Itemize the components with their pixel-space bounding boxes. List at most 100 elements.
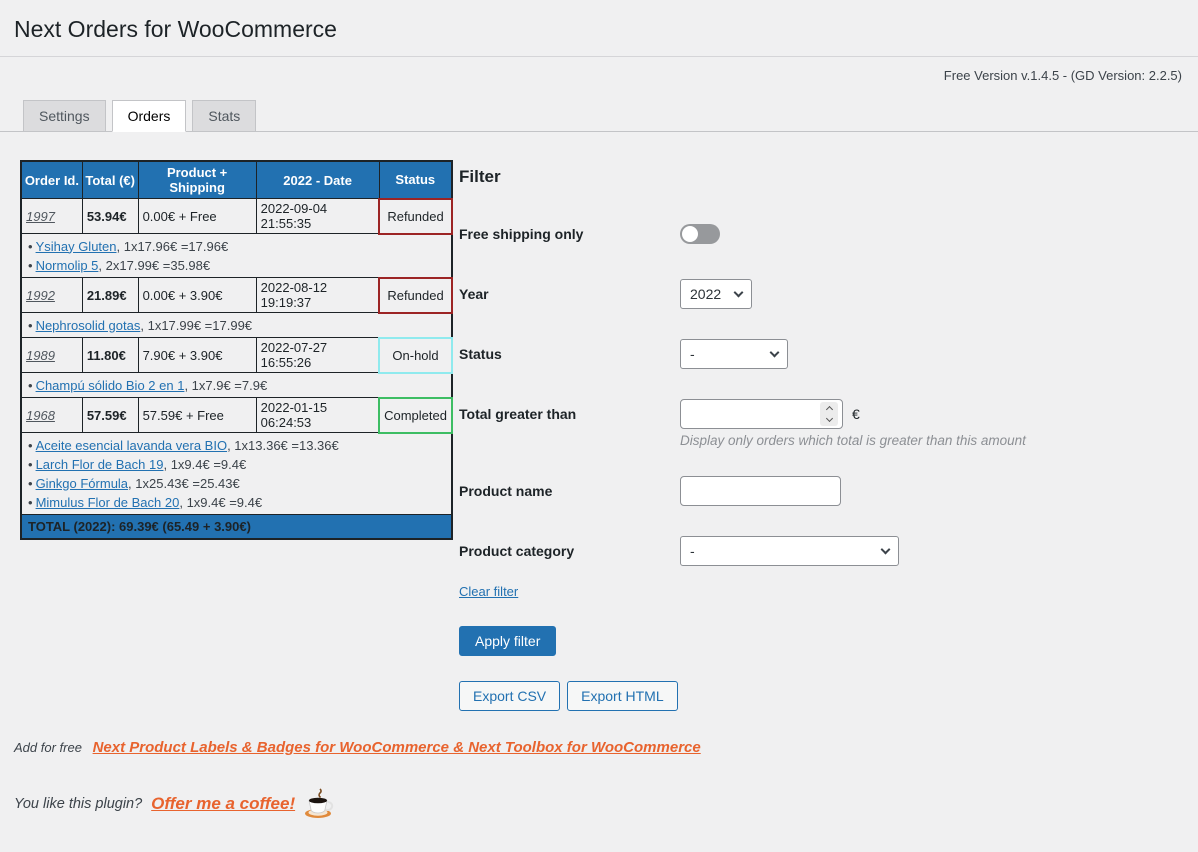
product-detail: , 1x17.96€ =17.96€ xyxy=(116,238,229,254)
bullet-icon: • xyxy=(28,377,33,393)
year-row: Year 2022 xyxy=(459,279,1184,309)
free-shipping-toggle[interactable] xyxy=(680,224,720,244)
product-detail: , 1x17.99€ =17.99€ xyxy=(140,317,253,333)
order-date-cell: 2022-01-15 06:24:53 xyxy=(255,397,380,433)
orders-table-header-row: Order Id. Total (€) Product + Shipping 2022… xyxy=(20,160,453,199)
product-link[interactable]: Champú sólido Bio 2 en 1 xyxy=(35,377,185,393)
order-products-cell: • Nephrosolid gotas, 1x17.99€ =17.99€ xyxy=(20,312,453,338)
order-id-link[interactable]: 1968 xyxy=(26,407,55,423)
tab-settings[interactable]: Settings xyxy=(23,100,106,132)
orders-table: Order Id. Total (€) Product + Shipping 2022… xyxy=(20,160,453,540)
order-products-cell: • Aceite esencial lavanda vera BIO, 1x13.… xyxy=(20,432,453,515)
order-total-cell: 11.80€ xyxy=(81,337,139,373)
title-divider xyxy=(0,56,1198,57)
order-products-row: • Nephrosolid gotas, 1x17.99€ =17.99€ xyxy=(20,312,453,338)
number-stepper-icon[interactable] xyxy=(820,402,838,426)
bullet-icon: • xyxy=(28,456,33,472)
total-greater-input[interactable] xyxy=(680,399,843,429)
order-id-cell: 1989 xyxy=(20,337,83,373)
free-shipping-row: Free shipping only xyxy=(459,219,1184,249)
product-line: • Aceite esencial lavanda vera BIO, 1x13.… xyxy=(28,436,445,455)
order-row: 1989 11.80€ 7.90€ + 3.90€ 2022-07-27 16:55:… xyxy=(20,336,453,374)
chevron-up-icon xyxy=(825,405,833,414)
order-id-cell: 1968 xyxy=(20,397,83,433)
status-row: Status - xyxy=(459,339,1184,369)
clear-filter-row: Clear filter xyxy=(459,584,1184,599)
tab-orders[interactable]: Orders xyxy=(111,100,187,132)
apply-row: Apply filter xyxy=(459,626,1184,656)
product-line: • Champú sólido Bio 2 en 1, 1x7.9€ =7.9€ xyxy=(28,376,445,395)
orders-table-body: 1997 53.94€ 0.00€ + Free 2022-09-04 21:55:3… xyxy=(20,197,453,515)
order-id-link[interactable]: 1989 xyxy=(26,347,55,363)
order-total-cell: 53.94€ xyxy=(81,198,139,234)
product-shipping-cell: 7.90€ + 3.90€ xyxy=(137,337,257,373)
bullet-icon: • xyxy=(28,475,33,491)
column-header: Total (€) xyxy=(81,160,139,199)
status-badge: On-hold xyxy=(378,336,453,374)
order-total-cell: 57.59€ xyxy=(81,397,139,433)
product-link[interactable]: Normolip 5 xyxy=(35,257,99,273)
product-name-input[interactable] xyxy=(680,476,841,506)
tab-stats[interactable]: Stats xyxy=(192,100,257,132)
product-link[interactable]: Mimulus Flor de Bach 20 xyxy=(35,494,180,510)
bullet-icon: • xyxy=(28,317,33,333)
order-total-cell: 21.89€ xyxy=(81,277,139,313)
product-line: • Larch Flor de Bach 19, 1x9.4€ =9.4€ xyxy=(28,455,445,474)
product-detail: , 2x17.99€ =35.98€ xyxy=(98,257,211,273)
clear-filter-link[interactable]: Clear filter xyxy=(459,584,519,599)
filter-heading: Filter xyxy=(459,167,501,186)
product-name-label: Product name xyxy=(459,483,553,499)
version-text: Free Version v.1.4.5 - (GD Version: 2.2.… xyxy=(943,68,1182,83)
currency-suffix: € xyxy=(852,406,860,422)
order-products-row: • Champú sólido Bio 2 en 1, 1x7.9€ =7.9€ xyxy=(20,372,453,398)
apply-filter-button[interactable]: Apply filter xyxy=(459,626,557,656)
product-link[interactable]: Aceite esencial lavanda vera BIO xyxy=(35,437,228,453)
product-category-select[interactable]: - xyxy=(680,536,899,566)
filter-panel: Filter Free shipping only Year 2022 Stat… xyxy=(454,160,1184,711)
order-id-link[interactable]: 1992 xyxy=(26,287,55,303)
order-id-link[interactable]: 1997 xyxy=(26,208,55,224)
grand-total-cell: TOTAL (2022): 69.39€ (65.49 + 3.90€) xyxy=(20,513,453,539)
product-category-row: Product category - xyxy=(459,536,1184,566)
order-products-cell: • Ysihay Gluten, 1x17.96€ =17.96€ • Normoli… xyxy=(20,233,453,278)
status-label: Status xyxy=(459,346,502,362)
page-title: Next Orders for WooCommerce xyxy=(14,16,337,42)
product-link[interactable]: Larch Flor de Bach 19 xyxy=(35,456,164,472)
total-greater-hint: Display only orders which total is great… xyxy=(680,433,1026,448)
order-row: 1968 57.59€ 57.59€ + Free 2022-01-15 06:24:… xyxy=(20,396,453,434)
order-date-cell: 2022-08-12 19:19:37 xyxy=(255,277,380,313)
toggle-knob-icon xyxy=(682,226,698,242)
offer-coffee-link[interactable]: Offer me a coffee! xyxy=(151,794,296,813)
order-id-cell: 1997 xyxy=(20,198,83,234)
product-line: • Nephrosolid gotas, 1x17.99€ =17.99€ xyxy=(28,316,445,335)
product-link[interactable]: Ginkgo Fórmula xyxy=(35,475,129,491)
column-header: Product + Shipping xyxy=(137,160,257,199)
total-greater-label: Total greater than xyxy=(459,406,577,422)
add-free-line: Add for free Next Product Labels & Badge… xyxy=(14,739,1184,756)
product-link[interactable]: Nephrosolid gotas xyxy=(35,317,141,333)
grand-total-row: TOTAL (2022): 69.39€ (65.49 + 3.90€) xyxy=(20,513,453,539)
product-line: • Ginkgo Fórmula, 1x25.43€ =25.43€ xyxy=(28,474,445,493)
bullet-icon: • xyxy=(28,437,33,453)
add-free-link[interactable]: Next Product Labels & Badges for WooComm… xyxy=(92,739,701,756)
product-link[interactable]: Ysihay Gluten xyxy=(35,238,117,254)
product-detail: , 1x9.4€ =9.4€ xyxy=(163,456,247,472)
add-free-prefix: Add for free xyxy=(14,740,82,755)
year-label: Year xyxy=(459,286,489,302)
product-shipping-cell: 0.00€ + 3.90€ xyxy=(137,277,257,313)
coffee-cup-icon xyxy=(305,788,334,818)
orders-table-container: Order Id. Total (€) Product + Shipping 2022… xyxy=(20,160,454,540)
product-shipping-cell: 57.59€ + Free xyxy=(137,397,257,433)
order-date-cell: 2022-07-27 16:55:26 xyxy=(255,337,380,373)
year-select[interactable]: 2022 xyxy=(680,279,752,309)
export-html-button[interactable]: Export HTML xyxy=(567,681,678,711)
bullet-icon: • xyxy=(28,494,33,510)
order-products-row: • Aceite esencial lavanda vera BIO, 1x13.… xyxy=(20,432,453,515)
status-select[interactable]: - xyxy=(680,339,788,369)
main-content: Order Id. Total (€) Product + Shipping 2022… xyxy=(14,160,1184,711)
product-category-label: Product category xyxy=(459,543,575,559)
export-csv-button[interactable]: Export CSV xyxy=(459,681,561,711)
status-badge: Refunded xyxy=(378,276,453,314)
total-greater-row: Total greater than € xyxy=(459,399,1184,429)
